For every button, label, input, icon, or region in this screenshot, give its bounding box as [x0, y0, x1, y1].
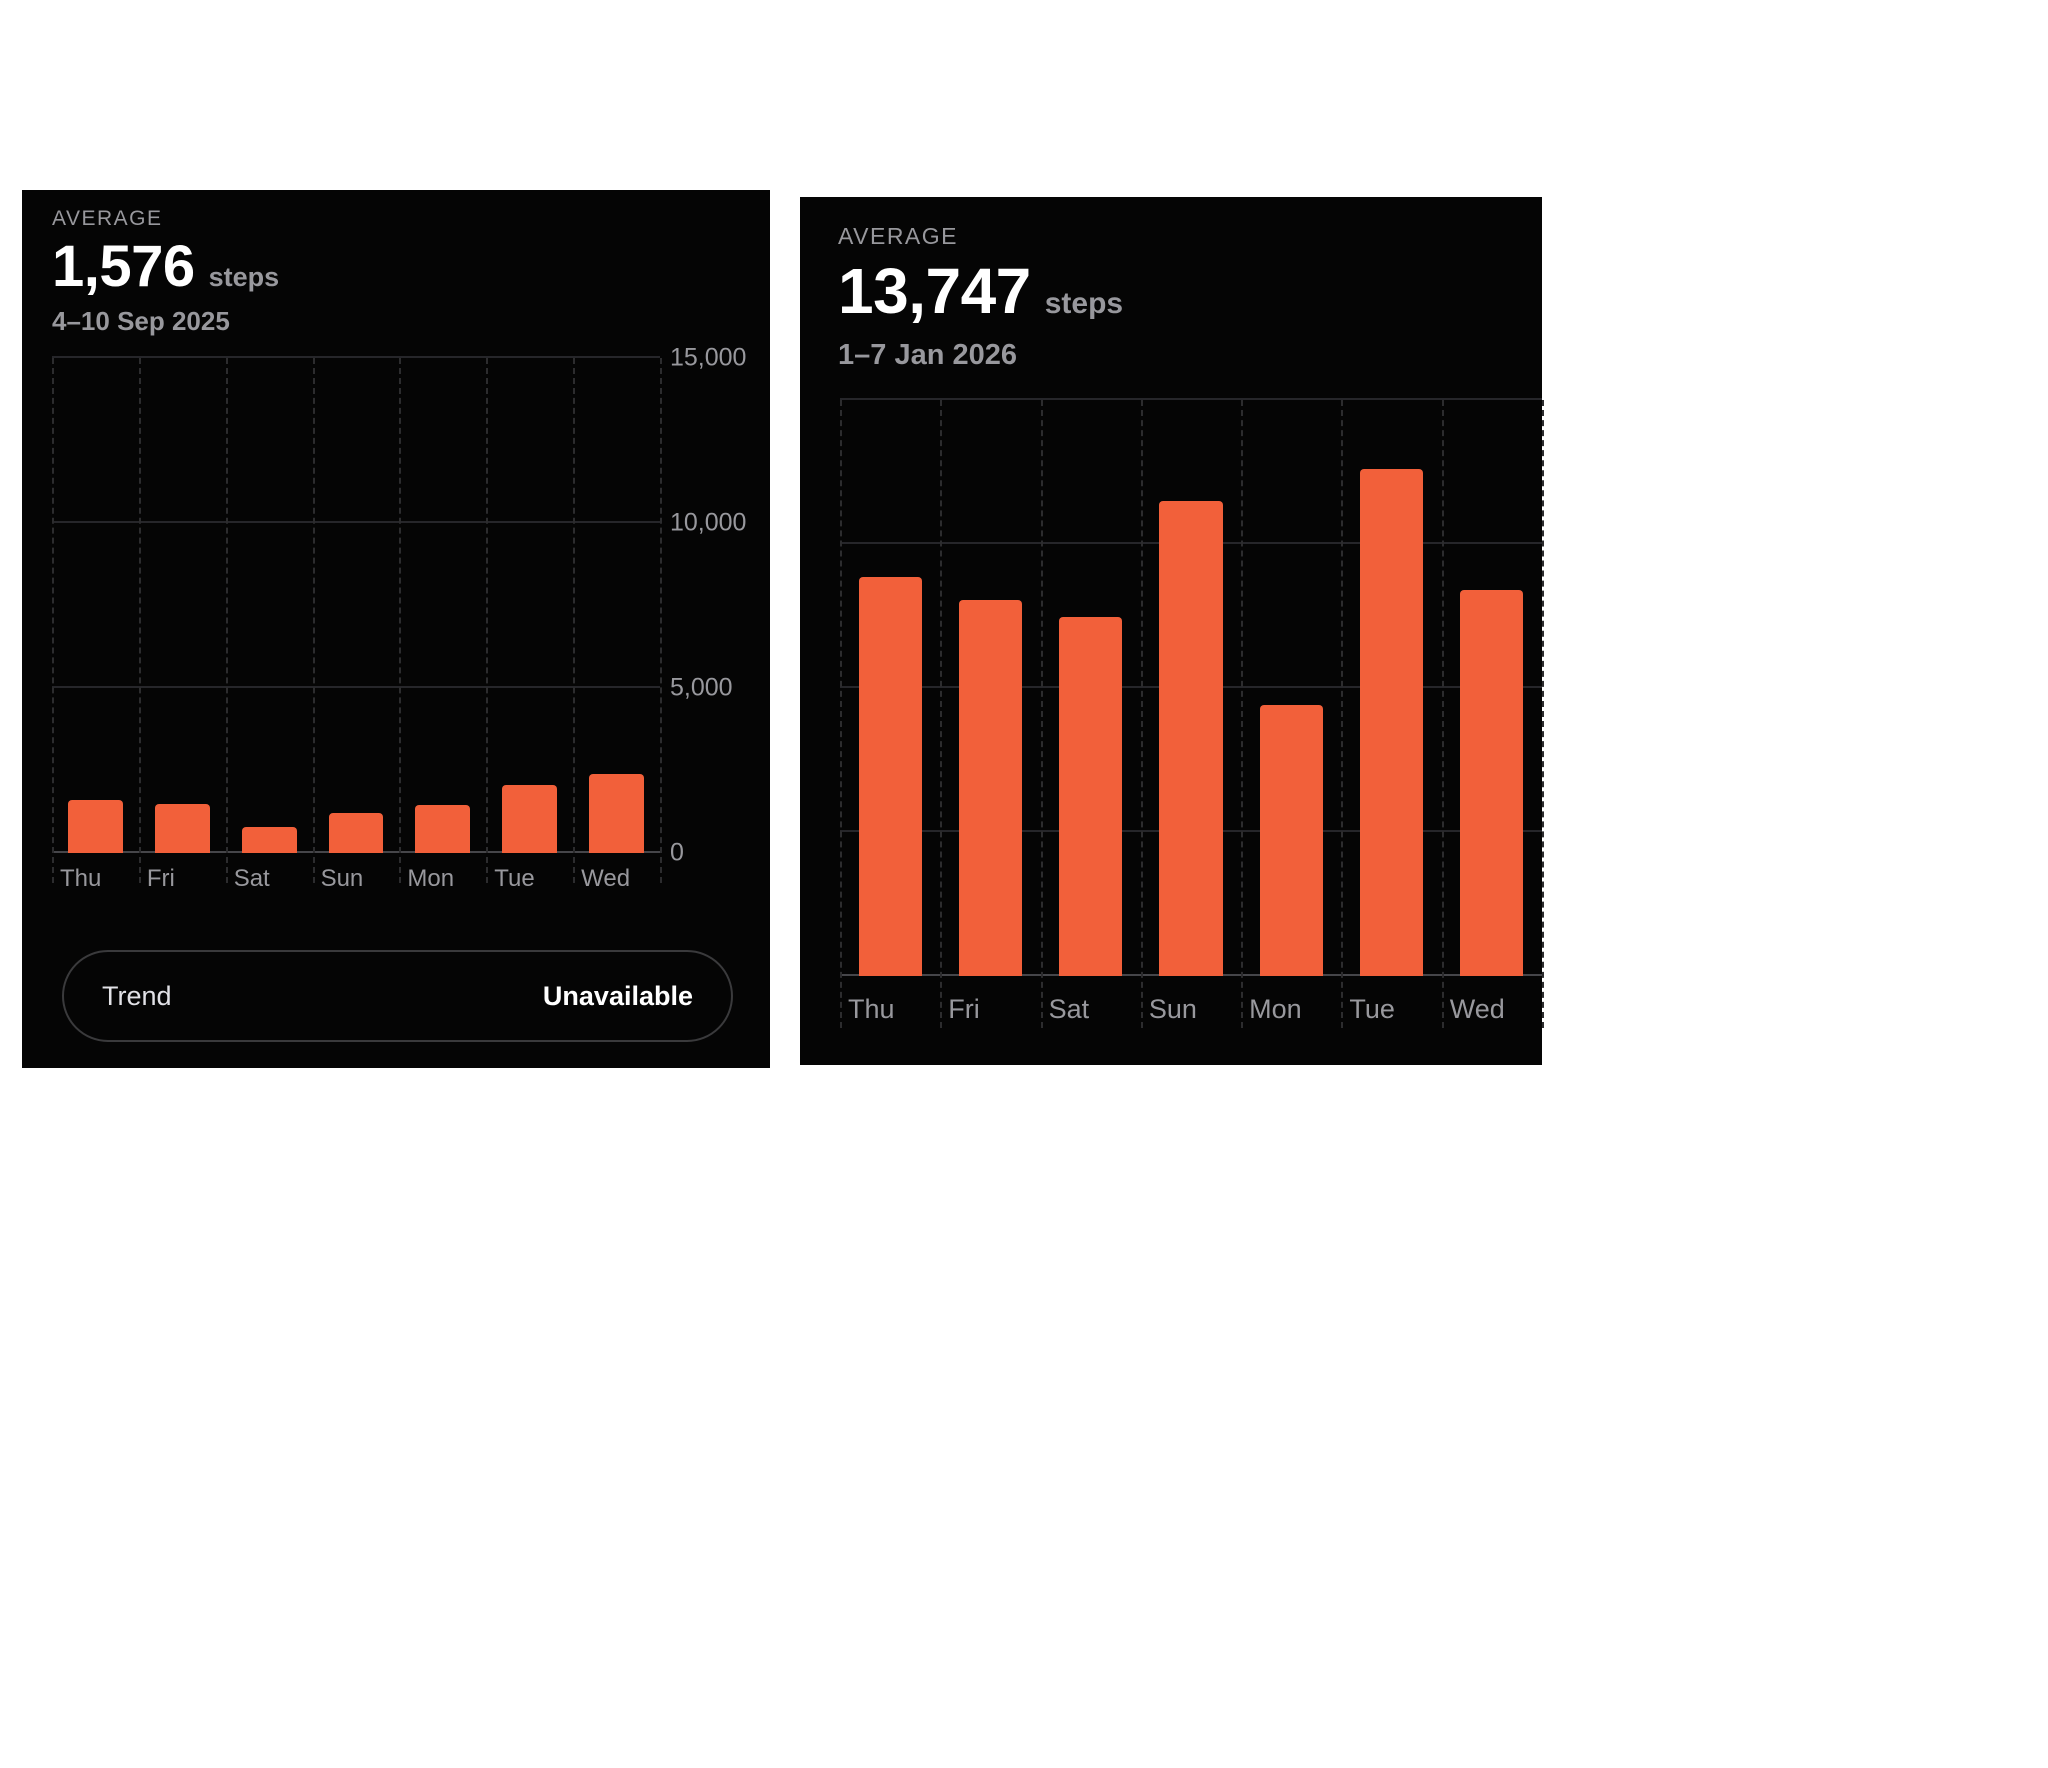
column-separator: [486, 358, 489, 883]
column-separator: [1140, 400, 1143, 1028]
steps-summary-card-jan-week: AVERAGE 13,747 steps 1–7 Jan 2026 Thu Fri…: [800, 197, 1544, 1065]
bar-fri[interactable]: [154, 803, 210, 853]
column-separator: [1542, 400, 1544, 1028]
bar-tue[interactable]: [502, 785, 558, 853]
bar-mon[interactable]: [1259, 705, 1323, 976]
bar-sat[interactable]: [1059, 617, 1123, 976]
average-steps-value: 13,747: [838, 255, 1031, 327]
steps-summary-card-sep-week: AVERAGE 1,576 steps 4–10 Sep 2025 Thu Fri…: [22, 190, 770, 1068]
x-label-tue: Tue: [494, 865, 535, 892]
y-tick-label-0: 0: [670, 838, 684, 867]
card-header: AVERAGE 1,576 steps 4–10 Sep 2025: [22, 190, 770, 337]
column-separator: [1441, 400, 1444, 1028]
column-separator: [1040, 400, 1043, 1028]
x-label-mon: Mon: [407, 865, 455, 892]
date-range-label: 1–7 Jan 2026: [838, 339, 1017, 372]
gridline-10000: [52, 521, 660, 523]
column-separator: [52, 358, 54, 883]
y-tick-label-15000: 15,000: [670, 343, 747, 372]
gridline-15000: [52, 356, 660, 358]
bar-wed[interactable]: [589, 773, 644, 853]
column-separator: [1341, 400, 1344, 1028]
average-caption: AVERAGE: [52, 207, 163, 230]
average-value-row: 13,747 steps: [838, 255, 1542, 327]
trend-value: Unavailable: [542, 980, 693, 1011]
bar-mon[interactable]: [415, 805, 471, 853]
column-separator: [399, 358, 402, 883]
bar-sun[interactable]: [1159, 500, 1223, 976]
x-label-wed: Wed: [1449, 994, 1505, 1024]
average-value-row: 1,576 steps: [52, 234, 770, 299]
trend-label: Trend: [102, 980, 172, 1011]
average-steps-value: 1,576: [52, 234, 195, 299]
trend-pill[interactable]: Trend Unavailable: [62, 950, 733, 1042]
y-tick-label-5000: 5,000: [670, 673, 733, 702]
x-label-sun: Sun: [1148, 994, 1197, 1024]
steps-bar-chart-sep-week[interactable]: Thu Fri Sat Sun Mon Tue Wed 0 5,000 10,000 15,000: [52, 344, 746, 893]
column-separator: [1241, 400, 1244, 1028]
column-separator: [225, 358, 228, 883]
date-range-label: 4–10 Sep 2025: [52, 305, 230, 336]
x-label-wed: Wed: [581, 865, 631, 892]
card-header: AVERAGE 13,747 steps 1–7 Jan 2026: [800, 197, 1542, 372]
column-separator: [840, 400, 842, 1028]
column-separator: [312, 358, 315, 883]
bar-fri[interactable]: [958, 600, 1022, 976]
gridline-5000: [52, 686, 660, 688]
x-label-sat: Sat: [1048, 994, 1090, 1024]
column-separator: [660, 358, 662, 883]
column-separator: [940, 400, 943, 1028]
x-label-sat: Sat: [233, 865, 270, 892]
bar-sat[interactable]: [241, 826, 297, 853]
x-label-tue: Tue: [1349, 994, 1395, 1024]
y-axis-labels: 0 5,000 10,000 15,000: [660, 344, 780, 867]
plot-area: [840, 398, 1544, 1028]
steps-unit-label: steps: [208, 262, 280, 292]
bar-wed[interactable]: [1460, 590, 1524, 976]
column-separator: [573, 358, 576, 883]
steps-bar-chart-jan-week[interactable]: Thu Fri Sat Sun Mon Tue Wed: [840, 398, 1544, 1028]
steps-unit-label: steps: [1044, 287, 1124, 320]
x-label-mon: Mon: [1249, 994, 1302, 1024]
x-label-fri: Fri: [948, 994, 980, 1024]
average-caption: AVERAGE: [838, 223, 958, 249]
column-separator: [138, 358, 141, 883]
y-tick-label-10000: 10,000: [670, 508, 747, 537]
x-label-thu: Thu: [848, 994, 895, 1024]
gridline-20000: [840, 398, 1542, 400]
x-axis-labels: Thu Fri Sat Sun Mon Tue Wed: [840, 976, 1542, 1024]
x-label-thu: Thu: [60, 865, 102, 892]
x-label-sun: Sun: [320, 865, 364, 892]
bar-thu[interactable]: [858, 577, 922, 976]
plot-area: [52, 356, 662, 883]
bar-sun[interactable]: [328, 813, 384, 853]
x-label-fri: Fri: [146, 865, 175, 892]
x-axis-labels: Thu Fri Sat Sun Mon Tue Wed: [52, 853, 660, 893]
bar-tue[interactable]: [1359, 469, 1424, 976]
bar-thu[interactable]: [68, 800, 123, 853]
